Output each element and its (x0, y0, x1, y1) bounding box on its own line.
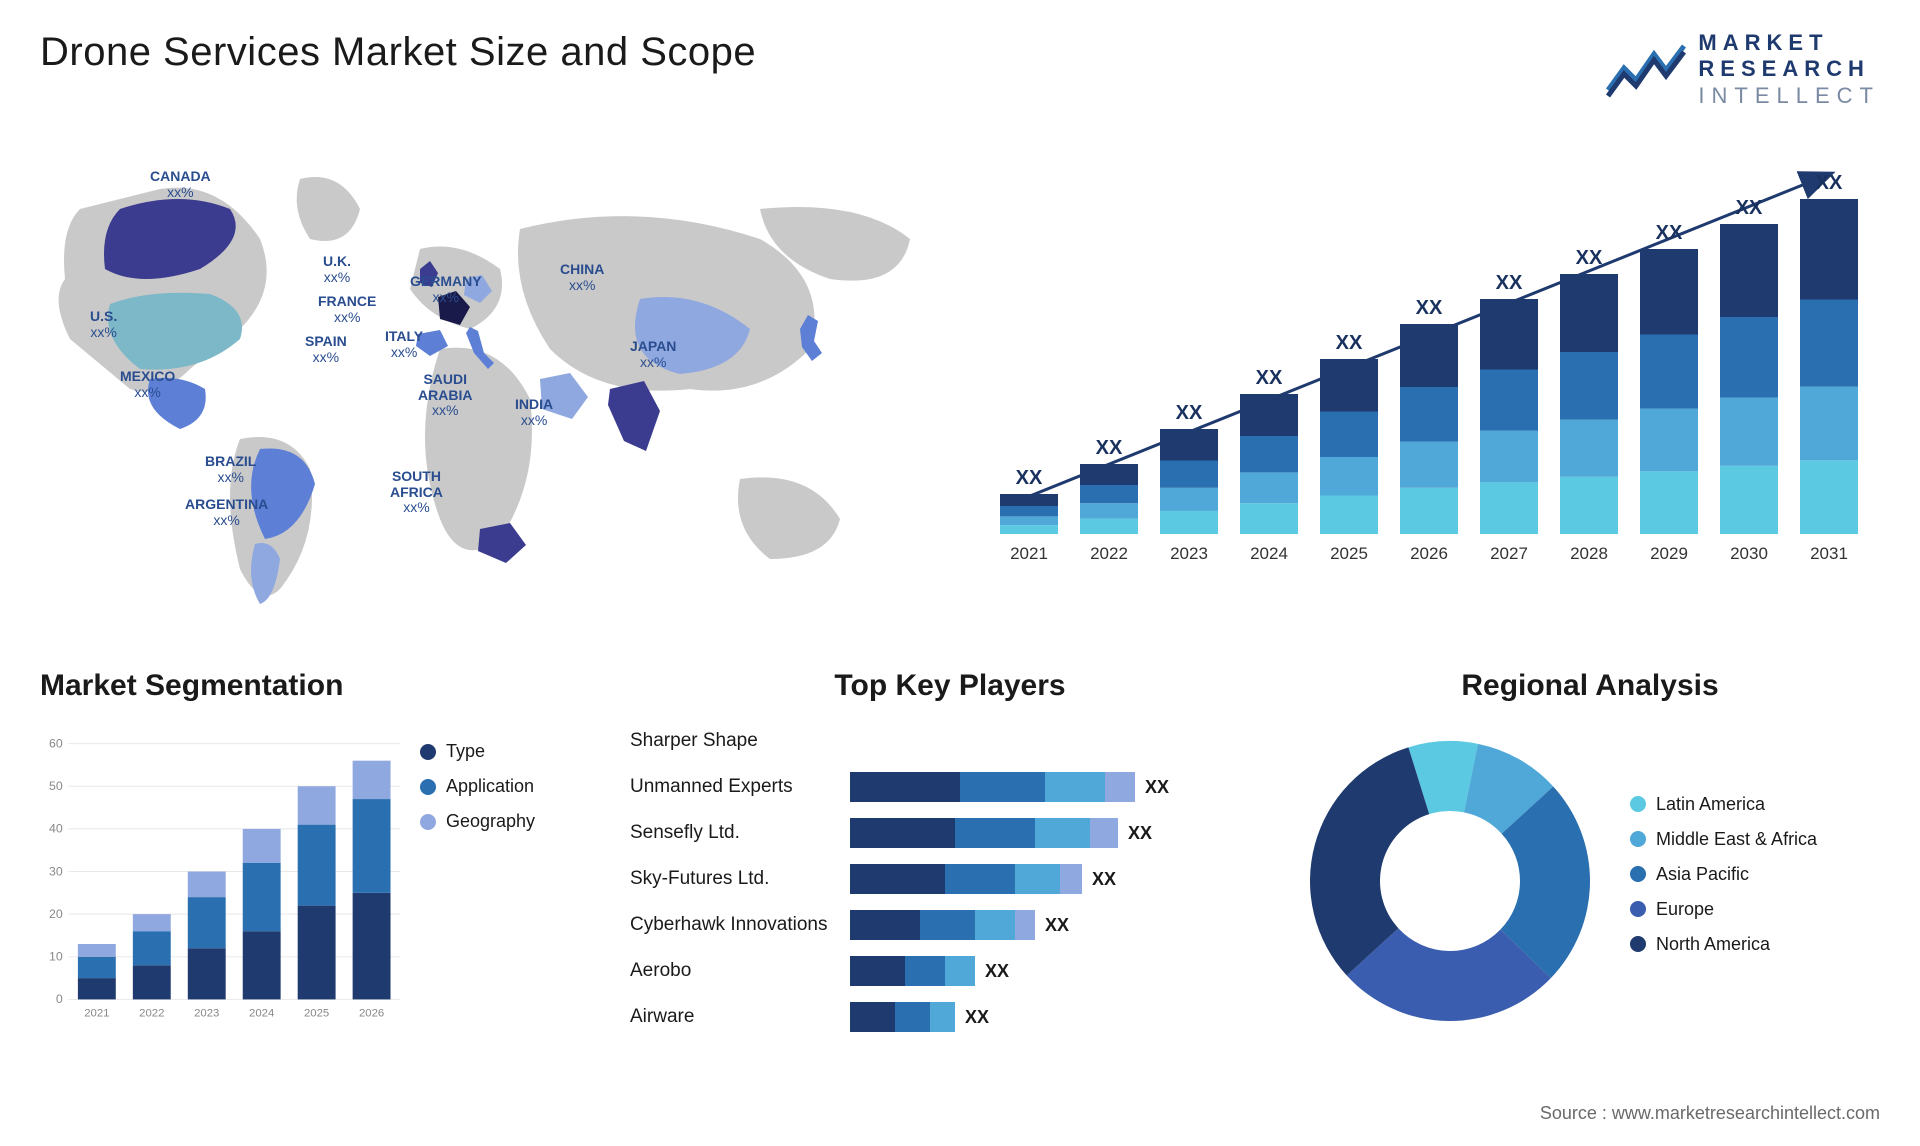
svg-text:2030: 2030 (1730, 544, 1768, 563)
player-row: Sharper Shape (630, 721, 1270, 761)
svg-text:0: 0 (56, 992, 63, 1006)
key-players-panel: Top Key Players Sharper Shape Unmanned Ex… (630, 669, 1270, 1049)
svg-text:2026: 2026 (1410, 544, 1448, 563)
svg-text:2029: 2029 (1650, 544, 1688, 563)
player-name: Sensefly Ltd. (630, 822, 850, 844)
svg-text:2023: 2023 (1170, 544, 1208, 563)
map-label-u-s-: U.S.xx% (90, 309, 117, 340)
svg-text:XX: XX (1016, 467, 1043, 489)
map-label-china: CHINAxx% (560, 262, 604, 293)
svg-text:60: 60 (49, 737, 63, 751)
map-label-saudi-arabia: SAUDIARABIAxx% (418, 372, 472, 418)
player-name: Sharper Shape (630, 730, 850, 752)
logo-line2: RESEARCH (1698, 56, 1880, 82)
svg-text:2022: 2022 (1090, 544, 1128, 563)
player-row: AeroboXX (630, 951, 1270, 991)
svg-text:2027: 2027 (1490, 544, 1528, 563)
player-row: Sky-Futures Ltd.XX (630, 859, 1270, 899)
svg-text:XX: XX (1496, 272, 1523, 294)
player-row: Unmanned ExpertsXX (630, 767, 1270, 807)
source-attribution: Source : www.marketresearchintellect.com (1540, 1103, 1880, 1124)
svg-text:2025: 2025 (1330, 544, 1368, 563)
regional-legend: Latin America Middle East & Africa Asia Pa… (1630, 794, 1880, 969)
map-label-germany: GERMANYxx% (410, 274, 482, 305)
svg-text:30: 30 (49, 864, 63, 878)
seg-legend-application: Application (420, 776, 600, 797)
svg-text:XX: XX (1096, 437, 1123, 459)
player-row: Cyberhawk InnovationsXX (630, 905, 1270, 945)
svg-text:40: 40 (49, 822, 63, 836)
segmentation-chart: 0 10 20 30 40 50 60 2021 2022 2023 2024 2025 2026 (40, 721, 400, 1041)
key-players-title: Top Key Players (630, 669, 1270, 703)
player-name: Unmanned Experts (630, 776, 850, 798)
map-label-india: INDIAxx% (515, 397, 553, 428)
map-label-japan: JAPANxx% (630, 339, 676, 370)
map-label-canada: CANADAxx% (150, 169, 211, 200)
svg-text:2028: 2028 (1570, 544, 1608, 563)
map-label-france: FRANCExx% (318, 294, 376, 325)
svg-text:2024: 2024 (1250, 544, 1288, 563)
svg-text:2022: 2022 (139, 1008, 164, 1020)
svg-text:20: 20 (49, 907, 63, 921)
region-legend-item: Asia Pacific (1630, 864, 1880, 885)
map-label-u-k-: U.K.xx% (323, 254, 351, 285)
svg-text:2021: 2021 (1010, 544, 1048, 563)
seg-legend-geography: Geography (420, 811, 600, 832)
map-label-brazil: BRAZILxx% (205, 454, 256, 485)
svg-text:10: 10 (49, 950, 63, 964)
regional-panel: Regional Analysis Latin America Middle Ea… (1300, 669, 1880, 1049)
seg-legend-type: Type (420, 741, 600, 762)
growth-chart: XX 2021 XX 2022 XX 2023 XX 2024 XX 2025 XX 2026 XX 20… (980, 139, 1880, 619)
svg-text:2023: 2023 (194, 1008, 219, 1020)
svg-text:XX: XX (1656, 222, 1683, 244)
growth-chart-panel: XX 2021 XX 2022 XX 2023 XX 2024 XX 2025 XX 2026 XX 20… (980, 139, 1880, 619)
svg-text:XX: XX (1176, 402, 1203, 424)
segmentation-panel: Market Segmentation 0 10 20 30 40 50 60 2021 202… (40, 669, 600, 1049)
svg-text:XX: XX (1576, 247, 1603, 269)
player-name: Cyberhawk Innovations (630, 914, 850, 936)
segmentation-legend: Type Application Geography (420, 721, 600, 1041)
player-name: Aerobo (630, 960, 850, 982)
brand-logo: MARKET RESEARCH INTELLECT (1606, 30, 1880, 109)
svg-text:XX: XX (1256, 367, 1283, 389)
map-label-south-africa: SOUTHAFRICAxx% (390, 469, 443, 515)
page-title: Drone Services Market Size and Scope (40, 30, 756, 75)
player-name: Airware (630, 1006, 850, 1028)
logo-line1: MARKET (1698, 30, 1880, 56)
svg-text:50: 50 (49, 779, 63, 793)
player-row: AirwareXX (630, 997, 1270, 1037)
players-list: Sharper Shape Unmanned ExpertsXX Sensefly … (630, 721, 1270, 1037)
svg-text:2021: 2021 (84, 1008, 109, 1020)
svg-text:XX: XX (1336, 332, 1363, 354)
regional-title: Regional Analysis (1300, 669, 1880, 703)
segmentation-title: Market Segmentation (40, 669, 600, 703)
logo-line3: INTELLECT (1698, 83, 1880, 109)
svg-text:2031: 2031 (1810, 544, 1848, 563)
svg-text:XX: XX (1816, 172, 1843, 194)
svg-text:XX: XX (1416, 297, 1443, 319)
logo-mark-icon (1606, 40, 1686, 100)
player-name: Sky-Futures Ltd. (630, 868, 850, 890)
map-label-mexico: MEXICOxx% (120, 369, 175, 400)
map-label-italy: ITALYxx% (385, 329, 423, 360)
region-legend-item: Middle East & Africa (1630, 829, 1880, 850)
map-label-argentina: ARGENTINAxx% (185, 497, 268, 528)
regional-donut-chart (1300, 731, 1600, 1031)
svg-text:2024: 2024 (249, 1008, 274, 1020)
svg-text:2025: 2025 (304, 1008, 329, 1020)
map-label-spain: SPAINxx% (305, 334, 347, 365)
world-map-panel: CANADAxx% U.S.xx% MEXICOxx% BRAZILxx% ARGENT… (40, 139, 940, 619)
svg-text:XX: XX (1736, 197, 1763, 219)
region-legend-item: North America (1630, 934, 1880, 955)
region-legend-item: Latin America (1630, 794, 1880, 815)
svg-text:2026: 2026 (359, 1008, 384, 1020)
region-legend-item: Europe (1630, 899, 1880, 920)
player-row: Sensefly Ltd.XX (630, 813, 1270, 853)
